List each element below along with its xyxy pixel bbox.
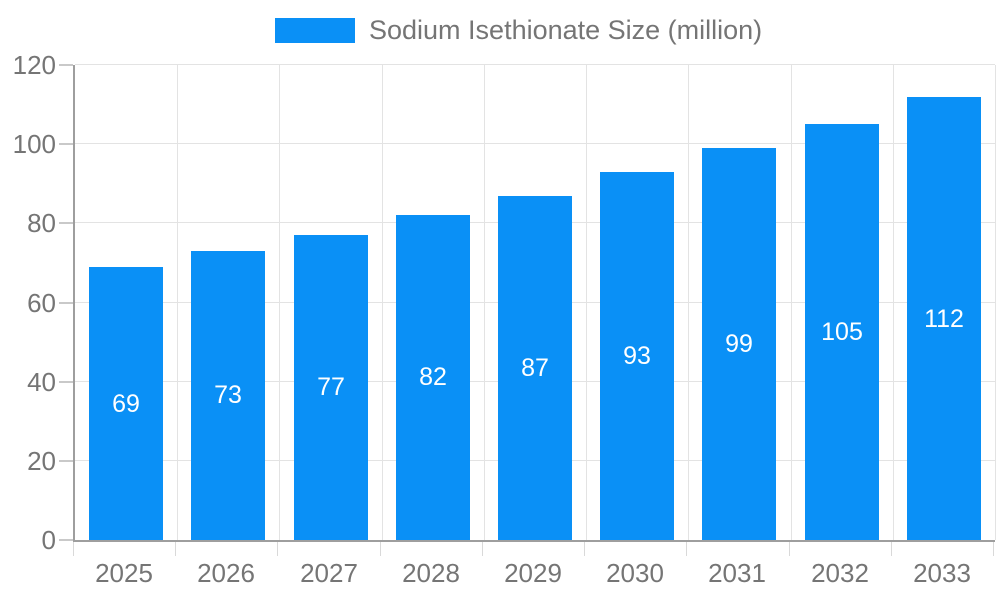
x-axis-tick (175, 542, 176, 556)
x-axis-tick (789, 542, 790, 556)
x-axis-tick (686, 542, 687, 556)
gridline-vertical (279, 65, 280, 540)
y-axis-tick (59, 143, 73, 146)
gridline-horizontal (75, 143, 995, 145)
gridline-vertical (586, 65, 587, 540)
y-axis-tick (59, 301, 73, 304)
x-axis-tick (277, 542, 278, 556)
x-axis-tick-label: 2028 (402, 558, 460, 588)
bar-value-label: 112 (924, 305, 964, 333)
y-axis-tick-label: 20 (27, 445, 56, 476)
plot-area: 69 73 77 82 87 93 99 105 112 (73, 64, 996, 542)
y-axis-tick (59, 222, 73, 225)
bar[interactable]: 73 (191, 251, 265, 540)
bar[interactable]: 77 (294, 235, 368, 540)
bar-value-label: 82 (419, 363, 447, 391)
x-axis-tick-label: 2027 (300, 558, 358, 588)
gridline-vertical (688, 65, 689, 540)
y-axis-tick (59, 380, 73, 383)
y-axis-tick-label: 60 (27, 287, 56, 318)
gridline-vertical (893, 65, 894, 540)
bar-value-label: 69 (112, 390, 140, 418)
gridline-vertical (177, 65, 178, 540)
x-axis-tick-label: 2033 (913, 558, 971, 588)
y-axis-tick-label: 40 (27, 366, 56, 397)
y-axis-tick (59, 539, 73, 541)
bar-value-label: 99 (725, 330, 753, 358)
y-axis-tick (59, 64, 73, 66)
bar-value-label: 93 (623, 342, 651, 370)
x-axis-tick (380, 542, 381, 556)
bar-value-label: 87 (521, 354, 549, 382)
legend-label: Sodium Isethionate Size (million) (369, 15, 763, 45)
bar-value-label: 73 (214, 381, 242, 409)
x-axis-tick (891, 542, 892, 556)
x-axis-tick (73, 542, 74, 556)
x-axis-tick-label: 2031 (708, 558, 766, 588)
bar[interactable]: 87 (498, 196, 572, 540)
y-axis-tick-label: 80 (27, 208, 56, 239)
chart-legend[interactable]: Sodium Isethionate Size (million) (275, 15, 763, 45)
bar[interactable]: 99 (702, 148, 776, 540)
gridline-vertical (791, 65, 792, 540)
y-axis-tick-label: 0 (41, 525, 56, 555)
x-axis-tick (993, 542, 994, 556)
y-axis-tick (59, 459, 73, 462)
x-axis-tick-label: 2030 (606, 558, 664, 588)
y-axis-tick-label: 120 (12, 50, 56, 80)
x-axis-tick-label: 2029 (504, 558, 562, 588)
x-axis-tick-label: 2025 (95, 558, 153, 588)
y-axis-tick-label: 100 (12, 129, 56, 160)
x-axis-tick (584, 542, 585, 556)
bar[interactable]: 82 (396, 215, 470, 540)
gridline-vertical (382, 65, 383, 540)
bar-value-label: 105 (821, 318, 863, 346)
gridline-vertical (484, 65, 485, 540)
bar[interactable]: 69 (89, 267, 163, 540)
bar[interactable]: 105 (805, 124, 879, 540)
bar[interactable]: 112 (907, 97, 981, 540)
legend-swatch (275, 18, 355, 43)
gridline-horizontal (75, 64, 995, 65)
bar[interactable]: 93 (600, 172, 674, 540)
x-axis-tick-label: 2026 (197, 558, 255, 588)
x-axis-tick (482, 542, 483, 556)
bar-value-label: 77 (317, 373, 345, 401)
gridline-vertical (995, 65, 996, 540)
x-axis-tick-label: 2032 (811, 558, 869, 588)
